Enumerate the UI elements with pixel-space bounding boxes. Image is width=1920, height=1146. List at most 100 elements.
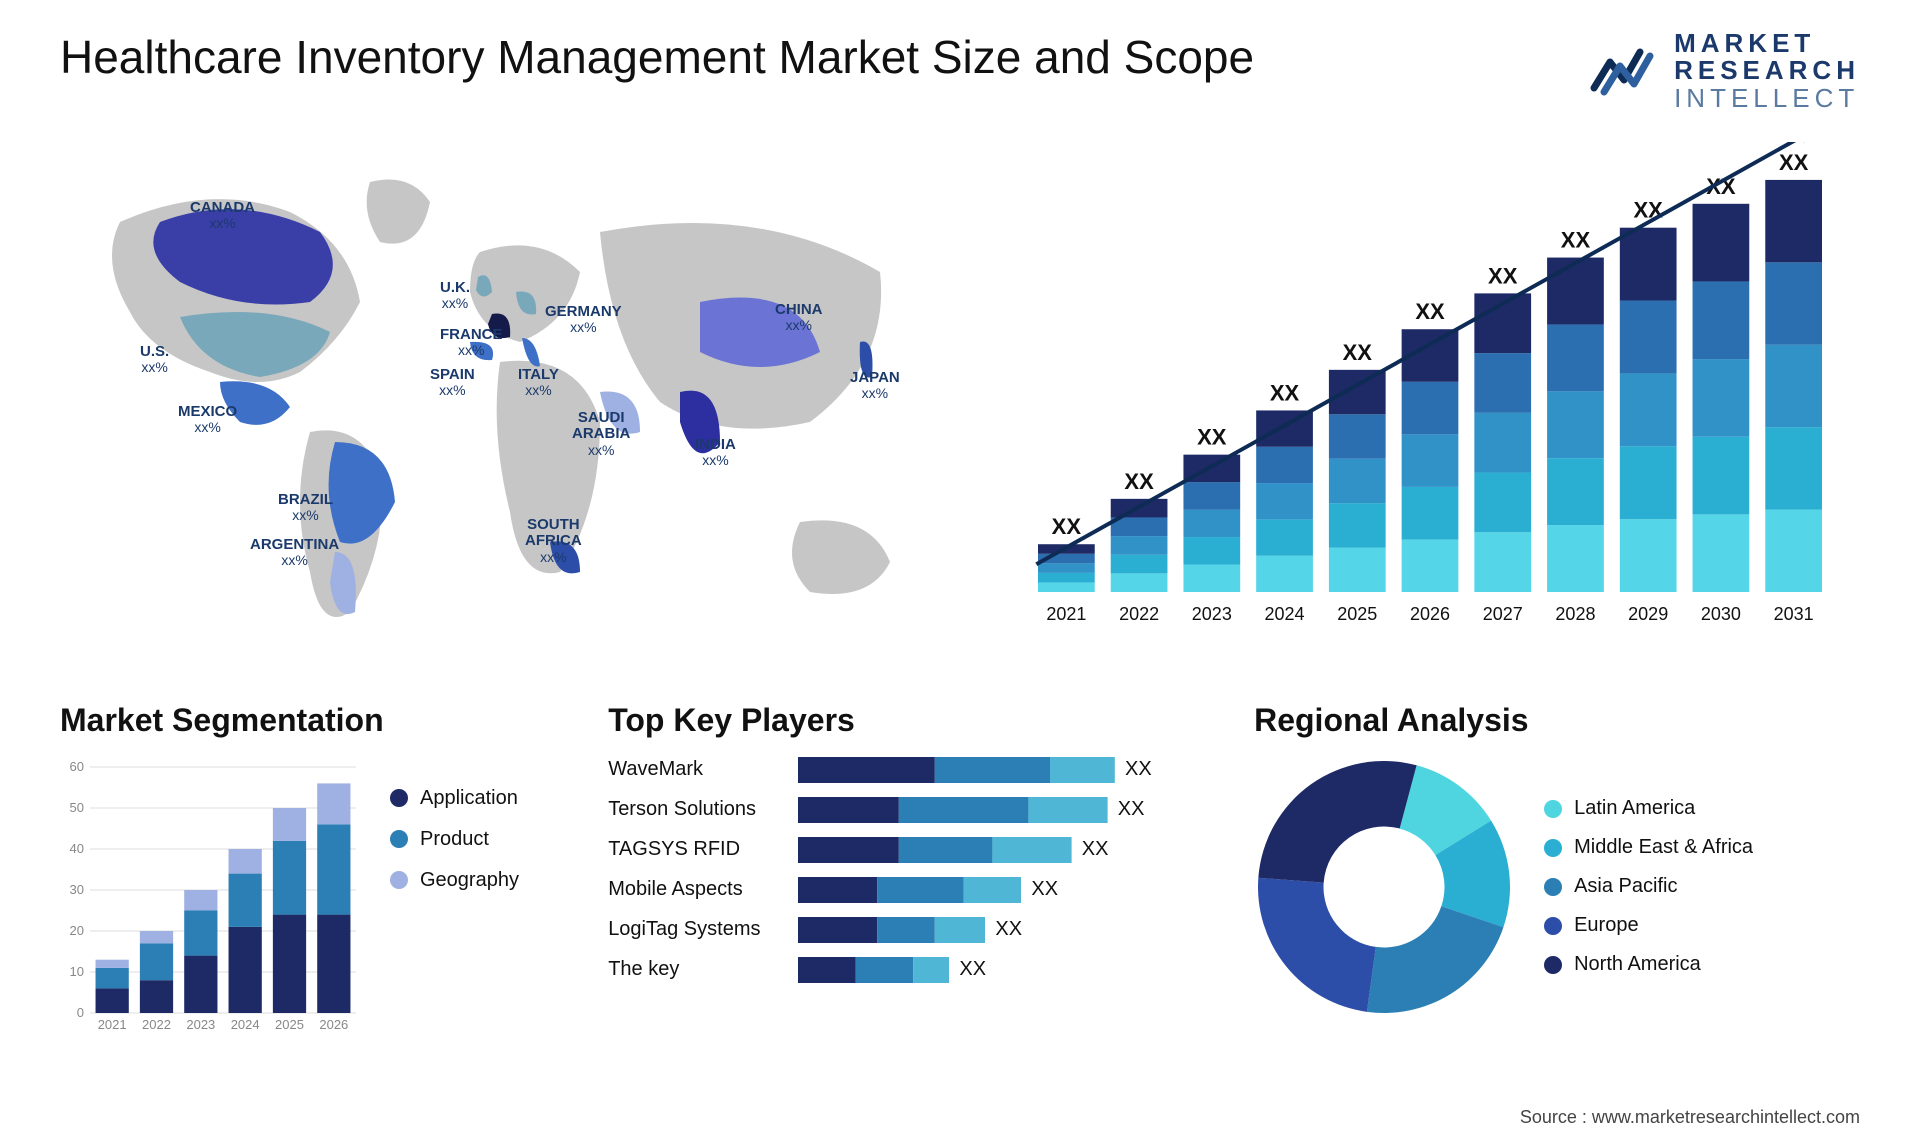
key-player-name: TAGSYS RFID	[608, 838, 788, 861]
key-player-name: The key	[608, 958, 788, 981]
key-player-value: XX	[959, 958, 986, 981]
logo-mark-icon	[1590, 42, 1658, 100]
svg-text:XX: XX	[1124, 469, 1154, 494]
map-country-label: CHINAxx%	[775, 302, 823, 334]
key-player-name: WaveMark	[608, 758, 788, 781]
legend-dot-icon	[1544, 800, 1562, 818]
svg-text:2023: 2023	[186, 1017, 215, 1032]
svg-text:2022: 2022	[142, 1017, 171, 1032]
svg-text:10: 10	[70, 964, 84, 979]
svg-text:XX: XX	[1561, 227, 1591, 252]
regional-title: Regional Analysis	[1254, 702, 1860, 739]
key-player-value: XX	[995, 918, 1022, 941]
key-player-bar: XX	[798, 837, 1214, 863]
key-player-row: TAGSYS RFID XX	[608, 837, 1214, 863]
map-country-label: U.S.xx%	[140, 344, 169, 376]
legend-label: Latin America	[1574, 797, 1695, 820]
map-country-label: SPAINxx%	[430, 367, 475, 399]
regional-legend-item: North America	[1544, 953, 1753, 976]
regional-donut-svg	[1254, 757, 1514, 1017]
forecast-svg: XX2021XX2022XX2023XX2024XX2025XX2026XX20…	[1020, 142, 1840, 662]
svg-text:40: 40	[70, 841, 84, 856]
legend-label: Product	[420, 828, 489, 851]
regional-section: Regional Analysis Latin America Middle Ea…	[1254, 702, 1860, 1017]
svg-text:XX: XX	[1343, 340, 1373, 365]
key-player-value: XX	[1118, 798, 1145, 821]
key-player-row: Terson SolutionsXX	[608, 797, 1214, 823]
key-player-bar: XX	[798, 917, 1214, 943]
legend-dot-icon	[1544, 917, 1562, 935]
map-country-label: SOUTHAFRICAxx%	[525, 517, 582, 565]
svg-text:2021: 2021	[1046, 604, 1086, 624]
segmentation-legend-item: Product	[390, 828, 568, 851]
map-country-label: FRANCExx%	[440, 327, 503, 359]
svg-text:XX: XX	[1197, 425, 1227, 450]
svg-text:2024: 2024	[231, 1017, 260, 1032]
svg-text:2030: 2030	[1701, 604, 1741, 624]
svg-text:2031: 2031	[1774, 604, 1814, 624]
segmentation-legend: Application Product Geography	[390, 787, 568, 1057]
legend-dot-icon	[390, 871, 408, 889]
map-country-label: SAUDIARABIAxx%	[572, 410, 630, 458]
top-charts-row: CANADAxx% U.S.xx% MEXICOxx% BRAZILxx% ARGENT…	[60, 142, 1860, 662]
key-player-value: XX	[1031, 878, 1058, 901]
header: Healthcare Inventory Management Market S…	[60, 30, 1860, 112]
key-players-list: WaveMarkXXTerson SolutionsXXTAGSYS RFIDX…	[608, 757, 1214, 983]
segmentation-svg: 0102030405060202120222023202420252026	[60, 757, 360, 1057]
key-player-row: Mobile Aspects XX	[608, 877, 1214, 903]
map-country-label: CANADAxx%	[190, 200, 255, 232]
legend-label: Geography	[420, 869, 519, 892]
map-country-label: JAPANxx%	[850, 370, 900, 402]
svg-text:50: 50	[70, 800, 84, 815]
key-player-name: Mobile Aspects	[608, 878, 788, 901]
key-player-row: The key XX	[608, 957, 1214, 983]
svg-text:30: 30	[70, 882, 84, 897]
key-players-title: Top Key Players	[608, 702, 1214, 739]
svg-text:2026: 2026	[1410, 604, 1450, 624]
legend-dot-icon	[1544, 839, 1562, 857]
map-country-label: ARGENTINAxx%	[250, 537, 339, 569]
legend-dot-icon	[390, 830, 408, 848]
key-player-row: LogiTag Systems XX	[608, 917, 1214, 943]
regional-legend-item: Latin America	[1544, 797, 1753, 820]
legend-label: Europe	[1574, 914, 1639, 937]
legend-label: Application	[420, 787, 518, 810]
map-country-label: ITALYxx%	[518, 367, 559, 399]
key-player-bar: XX	[798, 757, 1214, 783]
logo-line-2: RESEARCH	[1674, 57, 1860, 84]
svg-text:2029: 2029	[1628, 604, 1668, 624]
segmentation-title: Market Segmentation	[60, 702, 568, 739]
regional-legend: Latin America Middle East & Africa Asia Pa…	[1544, 797, 1753, 976]
key-player-value: XX	[1125, 758, 1152, 781]
key-player-row: WaveMark XX	[608, 757, 1214, 783]
segmentation-legend-item: Application	[390, 787, 568, 810]
regional-legend-item: Asia Pacific	[1544, 875, 1753, 898]
source-citation: Source : www.marketresearchintellect.com	[1520, 1107, 1860, 1128]
svg-text:2025: 2025	[275, 1017, 304, 1032]
legend-label: North America	[1574, 953, 1701, 976]
svg-text:20: 20	[70, 923, 84, 938]
forecast-bar-chart: XX2021XX2022XX2023XX2024XX2025XX2026XX20…	[1020, 142, 1840, 662]
key-player-name: LogiTag Systems	[608, 918, 788, 941]
svg-text:2022: 2022	[1119, 604, 1159, 624]
regional-legend-item: Middle East & Africa	[1544, 836, 1753, 859]
brand-logo: MARKET RESEARCH INTELLECT	[1590, 30, 1860, 112]
map-country-label: BRAZILxx%	[278, 492, 333, 524]
key-player-bar: XX	[798, 797, 1214, 823]
svg-text:XX: XX	[1415, 299, 1445, 324]
regional-legend-item: Europe	[1544, 914, 1753, 937]
key-players-section: Top Key Players WaveMarkXXTerson Solutio…	[608, 702, 1214, 997]
legend-dot-icon	[390, 789, 408, 807]
segmentation-legend-item: Geography	[390, 869, 568, 892]
svg-text:2027: 2027	[1483, 604, 1523, 624]
svg-text:XX: XX	[1779, 150, 1809, 175]
map-country-label: U.K.xx%	[440, 280, 470, 312]
logo-line-3: INTELLECT	[1674, 85, 1860, 112]
map-country-label: MEXICOxx%	[178, 404, 237, 436]
svg-text:XX: XX	[1488, 263, 1518, 288]
key-player-bar: XX	[798, 957, 1214, 983]
page-title: Healthcare Inventory Management Market S…	[60, 30, 1254, 84]
svg-text:0: 0	[77, 1005, 84, 1020]
key-player-value: XX	[1082, 838, 1109, 861]
key-player-bar: XX	[798, 877, 1214, 903]
